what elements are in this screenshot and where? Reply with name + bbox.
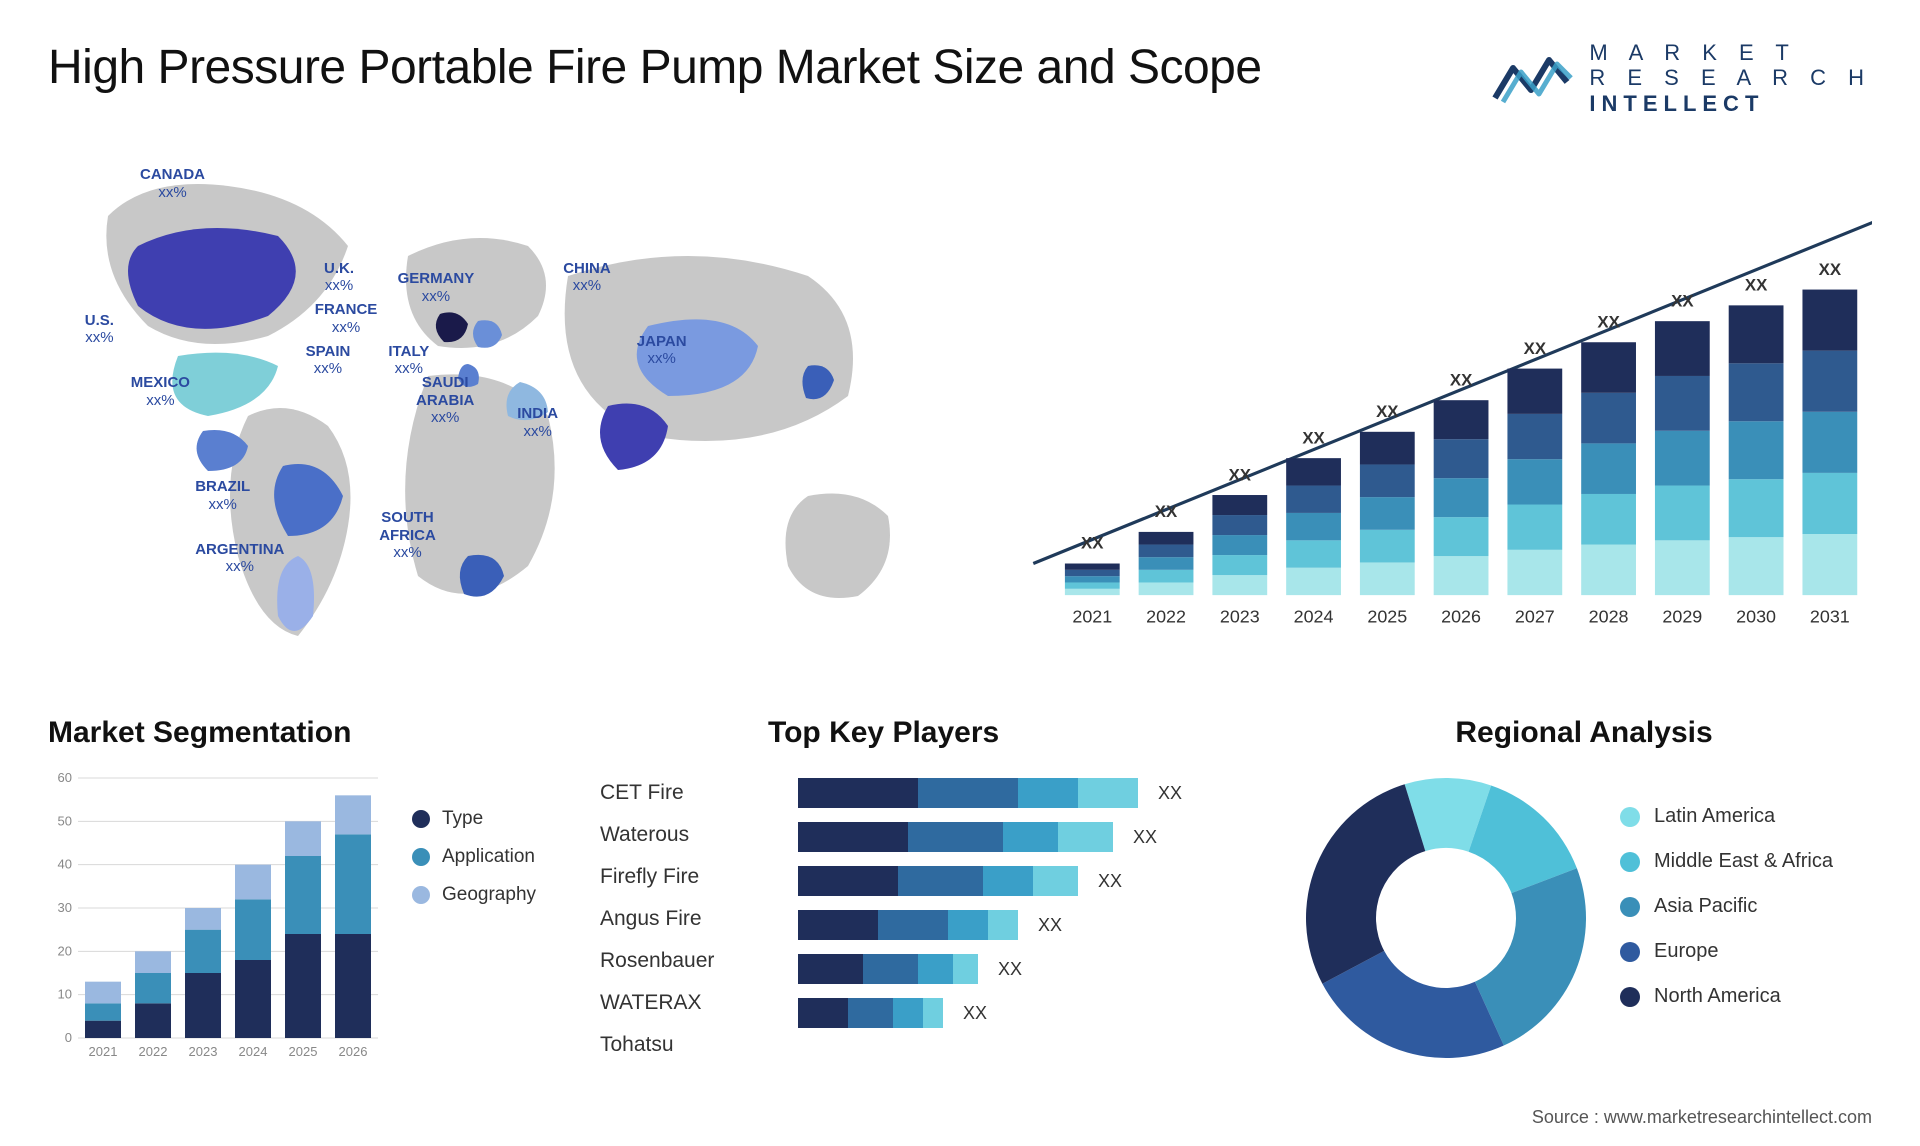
map-label: ARGENTINAxx% bbox=[195, 541, 284, 576]
svg-text:XX: XX bbox=[1229, 465, 1252, 484]
map-label: GERMANYxx% bbox=[398, 270, 475, 305]
svg-text:XX: XX bbox=[1745, 276, 1768, 295]
svg-text:2026: 2026 bbox=[1441, 606, 1481, 626]
svg-text:XX: XX bbox=[1524, 339, 1547, 358]
svg-text:XX: XX bbox=[1098, 871, 1122, 891]
svg-text:XX: XX bbox=[963, 1003, 987, 1023]
world-map-panel: CANADAxx% U.S.xx% MEXICOxx% BRAZILxx% ARGENT… bbox=[48, 156, 968, 676]
svg-text:2024: 2024 bbox=[239, 1044, 268, 1059]
regional-panel: Regional Analysis Latin America Middle Ea… bbox=[1296, 716, 1872, 1096]
svg-text:2023: 2023 bbox=[1220, 606, 1260, 626]
segmentation-legend: Type Application Geography bbox=[412, 768, 572, 922]
segmentation-panel: Market Segmentation 0 10 20 30 40 50 60 2021 202… bbox=[48, 716, 572, 1096]
svg-text:2031: 2031 bbox=[1810, 606, 1850, 626]
map-label: INDIAxx% bbox=[517, 405, 558, 440]
segmentation-legend-item: Geography bbox=[412, 884, 572, 906]
svg-text:30: 30 bbox=[58, 900, 72, 915]
svg-text:2025: 2025 bbox=[289, 1044, 318, 1059]
segmentation-chart: 0 10 20 30 40 50 60 2021 2022 2023 2024 2025 2026 bbox=[48, 768, 388, 1068]
player-name: Angus Fire bbox=[600, 898, 740, 940]
svg-text:XX: XX bbox=[1081, 534, 1104, 553]
logo-line1: M A R K E T bbox=[1589, 40, 1872, 65]
map-label: MEXICOxx% bbox=[131, 374, 190, 409]
regional-title: Regional Analysis bbox=[1296, 716, 1872, 750]
svg-text:XX: XX bbox=[1038, 915, 1062, 935]
svg-text:XX: XX bbox=[1671, 291, 1694, 310]
regional-legend-item: Latin America bbox=[1620, 805, 1872, 828]
map-label: JAPANxx% bbox=[637, 333, 687, 368]
svg-text:2023: 2023 bbox=[189, 1044, 218, 1059]
map-label: ITALYxx% bbox=[388, 343, 429, 378]
player-name: Tohatsu bbox=[600, 1024, 740, 1066]
logo-mark bbox=[1491, 50, 1573, 106]
regional-legend: Latin America Middle East & Africa Asia Pa… bbox=[1620, 805, 1872, 1030]
page-title: High Pressure Portable Fire Pump Market … bbox=[48, 40, 1262, 95]
svg-text:2024: 2024 bbox=[1294, 606, 1334, 626]
svg-text:XX: XX bbox=[1133, 827, 1157, 847]
svg-text:XX: XX bbox=[1158, 783, 1182, 803]
main-bar-chart: XX 2021 XX 2022 XX 2023 XX 2024 XX 2025 XX 2026 XX 20… bbox=[1008, 156, 1872, 676]
svg-text:XX: XX bbox=[1450, 370, 1473, 389]
svg-text:XX: XX bbox=[1597, 312, 1620, 331]
svg-text:40: 40 bbox=[58, 857, 72, 872]
player-name: Waterous bbox=[600, 814, 740, 856]
segmentation-title: Market Segmentation bbox=[48, 716, 572, 750]
svg-text:10: 10 bbox=[58, 987, 72, 1002]
svg-text:2022: 2022 bbox=[1146, 606, 1186, 626]
world-map bbox=[48, 156, 968, 676]
map-label: U.K.xx% bbox=[324, 260, 354, 295]
svg-text:XX: XX bbox=[1376, 402, 1399, 421]
svg-text:0: 0 bbox=[65, 1030, 72, 1045]
player-name: CET Fire bbox=[600, 772, 740, 814]
svg-text:XX: XX bbox=[1155, 502, 1178, 521]
svg-text:XX: XX bbox=[1302, 428, 1325, 447]
player-name: Rosenbauer bbox=[600, 940, 740, 982]
player-name: WATERAX bbox=[600, 982, 740, 1024]
logo: M A R K E T R E S E A R C H INTELLECT bbox=[1491, 40, 1872, 116]
svg-text:2025: 2025 bbox=[1367, 606, 1407, 626]
svg-text:2028: 2028 bbox=[1589, 606, 1629, 626]
svg-text:50: 50 bbox=[58, 813, 72, 828]
svg-text:2030: 2030 bbox=[1736, 606, 1776, 626]
svg-text:XX: XX bbox=[998, 959, 1022, 979]
svg-text:2027: 2027 bbox=[1515, 606, 1555, 626]
map-label: FRANCExx% bbox=[315, 301, 378, 336]
players-title: Top Key Players bbox=[768, 716, 1268, 750]
svg-text:2026: 2026 bbox=[339, 1044, 368, 1059]
regional-legend-item: Middle East & Africa bbox=[1620, 850, 1872, 873]
map-label: CANADAxx% bbox=[140, 166, 205, 201]
logo-line2: R E S E A R C H bbox=[1589, 65, 1872, 90]
regional-legend-item: Europe bbox=[1620, 940, 1872, 963]
players-list-panel: CET FireWaterousFirefly FireAngus FireRo… bbox=[600, 716, 740, 1096]
svg-text:20: 20 bbox=[58, 943, 72, 958]
segmentation-legend-item: Type bbox=[412, 808, 572, 830]
svg-text:2021: 2021 bbox=[89, 1044, 118, 1059]
regional-donut bbox=[1296, 768, 1596, 1068]
map-label: BRAZILxx% bbox=[195, 478, 250, 513]
map-label: SOUTHAFRICAxx% bbox=[379, 509, 436, 561]
map-label: U.S.xx% bbox=[85, 312, 114, 347]
logo-line3: INTELLECT bbox=[1589, 91, 1872, 116]
player-name: Firefly Fire bbox=[600, 856, 740, 898]
svg-text:2022: 2022 bbox=[139, 1044, 168, 1059]
map-label: SPAINxx% bbox=[306, 343, 351, 378]
players-chart: XX XX XX XX XX XX bbox=[768, 768, 1268, 1068]
regional-legend-item: Asia Pacific bbox=[1620, 895, 1872, 918]
players-panel: Top Key Players XX XX XX XX XX XX bbox=[768, 716, 1268, 1096]
svg-text:2029: 2029 bbox=[1662, 606, 1702, 626]
map-label: CHINAxx% bbox=[563, 260, 611, 295]
svg-text:XX: XX bbox=[1819, 260, 1842, 279]
map-label: SAUDIARABIAxx% bbox=[416, 374, 474, 426]
svg-text:60: 60 bbox=[58, 770, 72, 785]
segmentation-legend-item: Application bbox=[412, 846, 572, 868]
svg-text:2021: 2021 bbox=[1072, 606, 1112, 626]
regional-legend-item: North America bbox=[1620, 985, 1872, 1008]
source-citation: Source : www.marketresearchintellect.com bbox=[1532, 1107, 1872, 1128]
